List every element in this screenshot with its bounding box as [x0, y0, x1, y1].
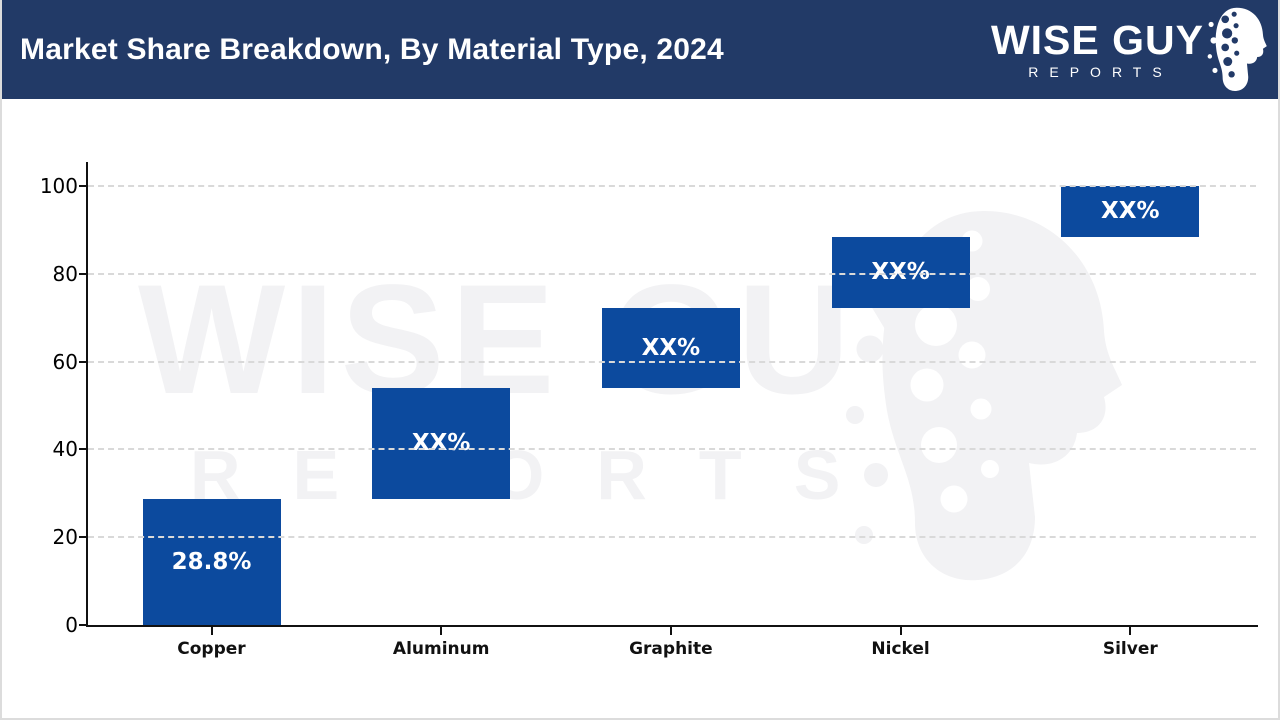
logo-wordmark: WISE GUY — [990, 16, 1204, 63]
bar-nickel: XX% — [831, 236, 970, 308]
bar-aluminum: XX% — [372, 387, 511, 499]
y-tick-mark — [79, 624, 87, 626]
y-tick-label: 40 — [52, 437, 78, 462]
y-axis-line — [86, 162, 88, 627]
category-label-graphite: Graphite — [629, 639, 713, 659]
x-tick-mark — [440, 627, 443, 635]
bar-value-label: XX% — [641, 334, 701, 361]
y-tick-mark — [79, 272, 87, 275]
category-label-silver: Silver — [1102, 639, 1158, 659]
category-label-aluminum: Aluminum — [392, 639, 490, 659]
y-tick-mark — [79, 448, 87, 451]
bar-value-label: XX% — [411, 430, 471, 457]
bar-copper: 28.8% — [142, 498, 281, 625]
y-tick-label: 20 — [52, 525, 78, 550]
y-tick-mark — [79, 360, 87, 363]
page-title: Market Share Breakdown, By Material Type… — [20, 32, 724, 66]
header-band: Market Share Breakdown, By Material Type… — [0, 0, 1280, 99]
logo-text: WISE GUY REPORTS — [990, 16, 1204, 80]
x-tick-mark — [899, 627, 902, 635]
x-tick-mark — [1129, 627, 1132, 635]
category-label-nickel: Nickel — [871, 639, 930, 659]
logo-subtitle: REPORTS — [1028, 63, 1173, 80]
y-tick-label: 100 — [39, 174, 78, 198]
bar-value-label: 28.8% — [171, 548, 252, 575]
x-tick-mark — [669, 627, 672, 635]
bar-value-label: XX% — [871, 259, 930, 286]
y-tick-mark — [79, 185, 87, 187]
gridline-60 — [88, 360, 1256, 363]
x-axis-line — [86, 625, 1258, 627]
gridline-40 — [88, 448, 1256, 451]
y-tick-label: 60 — [52, 349, 78, 374]
gridline-80 — [88, 272, 1256, 275]
bar-value-label: XX% — [1101, 198, 1160, 225]
watermark-subtitle: REPORTS — [190, 436, 893, 514]
dotted-head-icon — [1207, 7, 1267, 91]
y-tick-label: 80 — [52, 261, 78, 286]
y-tick-label: 0 — [65, 613, 78, 637]
category-label-copper: Copper — [177, 639, 246, 659]
bar-silver: XX% — [1061, 186, 1200, 237]
wise-guy-logo: WISE GUY REPORTS — [991, 5, 1280, 95]
y-tick-mark — [79, 536, 87, 539]
watermark-wordmark: WISE GUY — [138, 253, 967, 427]
bar-graphite: XX% — [601, 307, 740, 388]
gridline-100 — [88, 185, 1256, 187]
gridline-20 — [88, 536, 1256, 539]
x-tick-mark — [210, 627, 213, 635]
